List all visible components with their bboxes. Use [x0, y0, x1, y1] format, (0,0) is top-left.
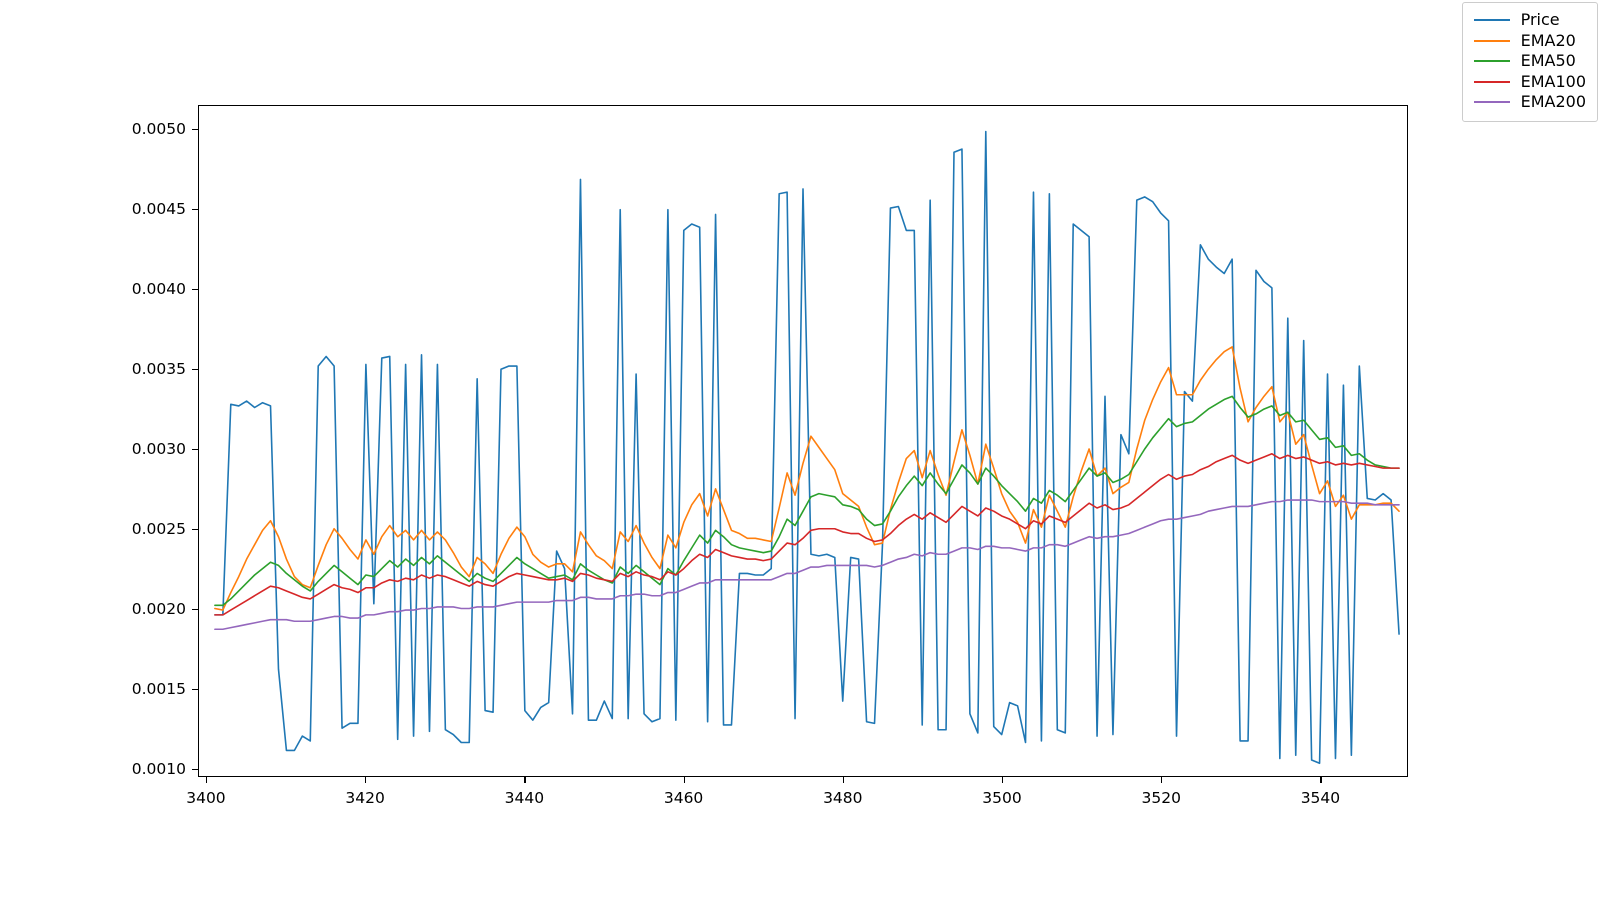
x-tick-mark: [524, 777, 526, 783]
series-line-ema20: [215, 347, 1399, 610]
x-tick-label: 3540: [1300, 789, 1341, 807]
chart-legend[interactable]: Price EMA20 EMA50 EMA100 EMA200: [1461, 2, 1598, 122]
y-tick-mark: [192, 769, 198, 771]
x-tick-label: 3420: [345, 789, 385, 807]
legend-item-ema100[interactable]: EMA100: [1473, 71, 1586, 93]
legend-label: EMA20: [1520, 30, 1576, 50]
plot-area: [198, 105, 1408, 777]
legend-color-swatch: [1473, 60, 1510, 63]
x-tick-mark: [1320, 777, 1322, 783]
x-tick-label: 3520: [1141, 789, 1181, 807]
x-tick-label: 3480: [823, 789, 863, 807]
y-tick-label: 0.0030: [131, 440, 186, 458]
y-tick-mark: [192, 609, 198, 611]
legend-label: EMA200: [1520, 92, 1586, 112]
legend-color-swatch: [1473, 39, 1510, 42]
series-line-ema200: [215, 500, 1399, 629]
series-line-ema100: [215, 454, 1399, 615]
chart-canvas: [199, 106, 1407, 776]
legend-color-swatch: [1473, 101, 1510, 104]
y-tick-label: 0.0045: [131, 200, 186, 218]
y-tick-label: 0.0020: [131, 600, 186, 618]
y-tick-label: 0.0035: [131, 360, 186, 378]
y-tick-mark: [192, 529, 198, 531]
y-tick-label: 0.0040: [131, 280, 186, 298]
legend-label: EMA100: [1520, 71, 1586, 91]
x-tick-mark: [1002, 777, 1004, 783]
x-tick-label: 3400: [186, 789, 226, 807]
y-tick-label: 0.0010: [131, 760, 186, 778]
x-tick-mark: [205, 777, 208, 783]
x-tick-label: 3460: [663, 789, 704, 807]
x-tick-mark: [683, 777, 685, 783]
x-tick-mark: [1161, 777, 1163, 783]
x-tick-mark: [365, 777, 367, 783]
legend-label: EMA50: [1520, 51, 1576, 71]
legend-item-price[interactable]: Price: [1473, 10, 1586, 31]
x-tick-label: 3500: [982, 789, 1022, 807]
legend-color-swatch: [1473, 80, 1510, 83]
x-tick-mark: [842, 777, 844, 783]
legend-item-ema200[interactable]: EMA200: [1473, 92, 1586, 113]
series-line-price: [215, 132, 1399, 764]
y-tick-label: 0.0025: [131, 520, 186, 538]
y-tick-label: 0.0050: [131, 120, 186, 138]
y-tick-mark: [192, 209, 198, 211]
y-tick-mark: [192, 449, 198, 451]
y-tick-mark: [192, 289, 198, 291]
y-tick-label: 0.0015: [131, 680, 186, 698]
x-tick-label: 3440: [504, 789, 545, 807]
legend-item-ema50[interactable]: EMA50: [1473, 51, 1586, 72]
legend-color-swatch: [1473, 19, 1510, 22]
legend-label: Price: [1520, 10, 1560, 30]
y-tick-mark: [192, 129, 198, 131]
series-line-ema50: [215, 396, 1399, 605]
y-tick-mark: [192, 689, 198, 691]
legend-item-ema20[interactable]: EMA20: [1473, 30, 1586, 52]
y-tick-mark: [192, 369, 198, 371]
